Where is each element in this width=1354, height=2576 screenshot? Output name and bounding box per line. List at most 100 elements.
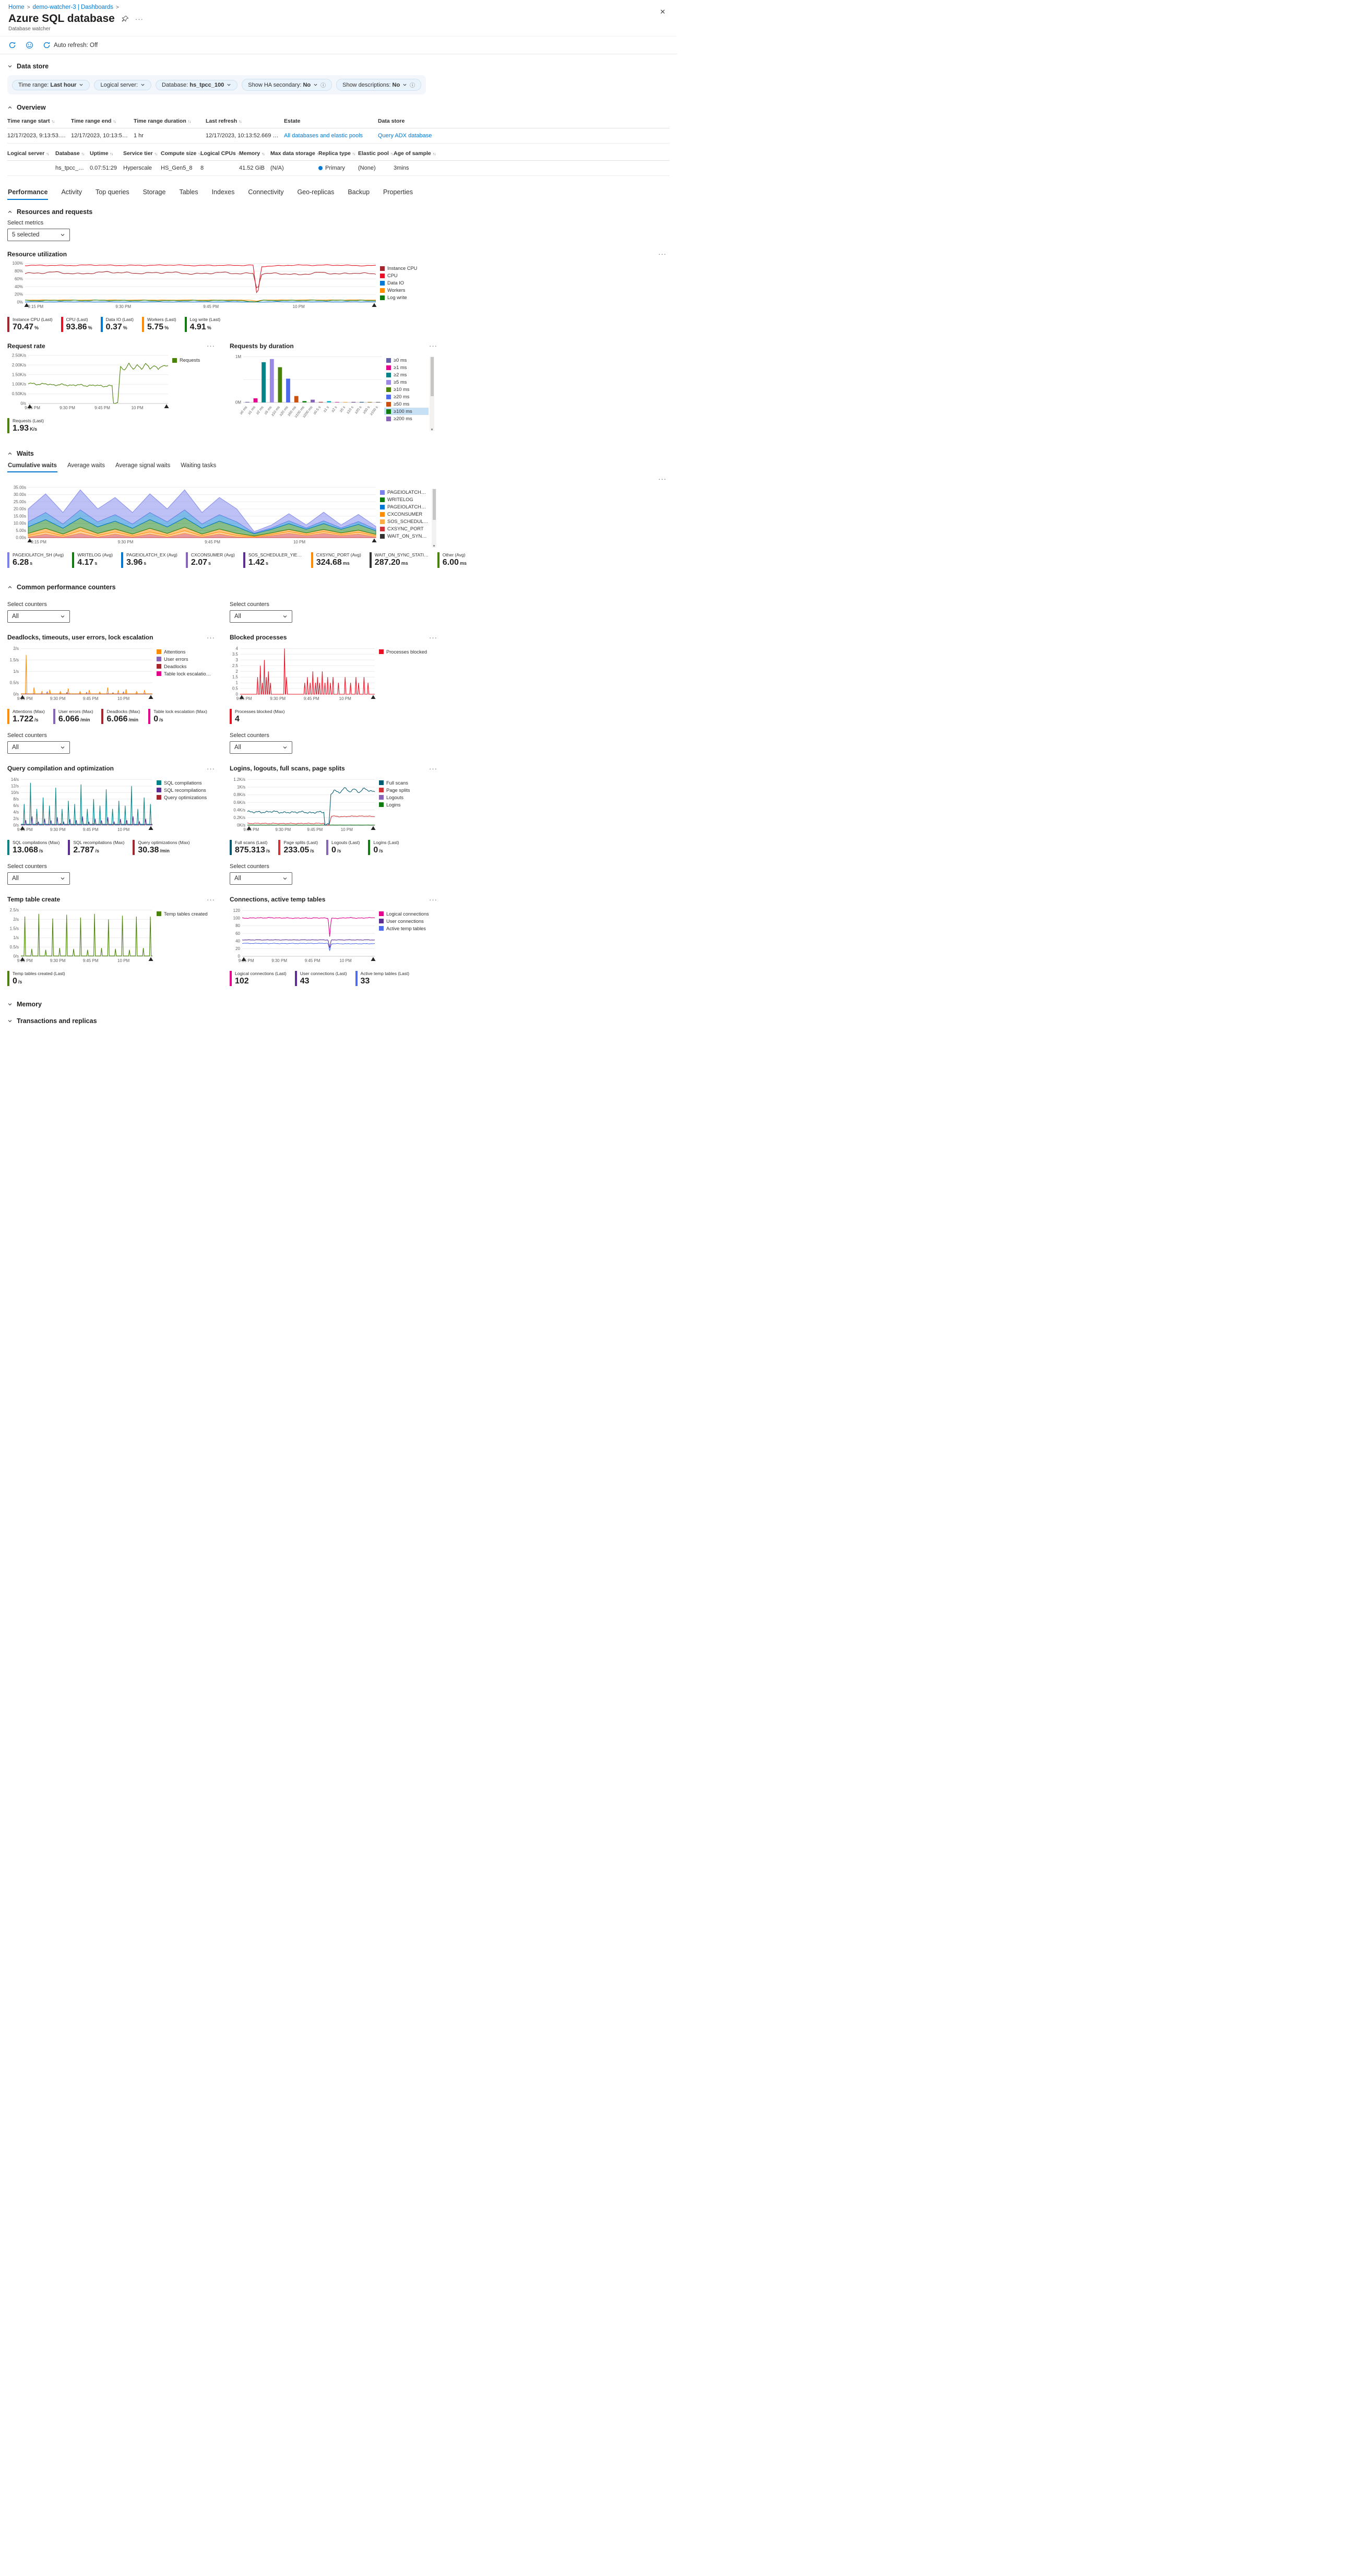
column-header-compute-size[interactable]: Compute size ↑↓ [161, 150, 200, 157]
column-header-logical-cpus[interactable]: Logical CPUs↑↓ [200, 147, 239, 160]
select-counters-dropdown[interactable]: All [7, 610, 70, 623]
legend-item-workers[interactable]: Workers [378, 287, 430, 294]
select-counters-dropdown[interactable]: All [230, 610, 292, 623]
legend-item-temp-tables-created[interactable]: Temp tables created [155, 910, 213, 918]
close-button[interactable]: ✕ [657, 7, 669, 17]
column-header-last-refresh[interactable]: Last refresh ↑↓ [206, 118, 242, 124]
refresh-button[interactable] [8, 41, 16, 49]
select-counters-dropdown[interactable]: All [230, 741, 292, 754]
column-header-data-store[interactable]: Data store [378, 118, 405, 124]
legend-item-cxsync-port[interactable]: CXSYNC_PORT [378, 525, 431, 532]
waits-tab-cumulative-waits[interactable]: Cumulative waits [7, 460, 57, 472]
column-header-time-range-duration[interactable]: Time range duration ↑↓ [134, 118, 191, 124]
column-header-replica-type[interactable]: Replica type ↑↓ [318, 150, 355, 157]
chart-more-button[interactable]: ··· [204, 633, 218, 642]
tab-performance[interactable]: Performance [7, 185, 48, 200]
waits-tab-average-signal-waits[interactable]: Average signal waits [115, 462, 171, 469]
select-counters-dropdown[interactable]: All [230, 872, 292, 885]
legend-item-user-errors[interactable]: User errors [155, 656, 213, 663]
waits-tab-waiting-tasks[interactable]: Waiting tasks [181, 462, 217, 469]
legend-item-pageiolatch-ex[interactable]: PAGEIOLATCH_EX [378, 503, 431, 511]
legend-item-data-io[interactable]: Data IO [378, 279, 430, 287]
legend-item-50-ms[interactable]: ≥50 ms [384, 400, 429, 408]
select-counters-dropdown[interactable]: All [7, 741, 70, 754]
breadcrumb-link[interactable]: Home [8, 4, 25, 10]
tab-geo-replicas[interactable]: Geo-replicas [297, 188, 335, 196]
filter-pill-time-range[interactable]: Time range: Last hour [12, 79, 90, 90]
legend-item-log-write[interactable]: Log write [378, 294, 430, 301]
scrollbar-thumb[interactable] [430, 357, 434, 396]
chart-more-button[interactable]: ··· [655, 474, 670, 483]
section-transactions-header[interactable]: Transactions and replicas [7, 1017, 670, 1025]
chart-more-button[interactable]: ··· [426, 895, 441, 904]
legend-item-query-optimizations[interactable]: Query optimizations [155, 794, 213, 801]
legend-item-0-ms[interactable]: ≥0 ms [384, 357, 429, 364]
chart-more-button[interactable]: ··· [426, 764, 441, 773]
section-counters-header[interactable]: Common performance counters [7, 584, 670, 591]
legend-item-200-ms[interactable]: ≥200 ms [384, 415, 429, 422]
legend-item-20-ms[interactable]: ≥20 ms [384, 393, 429, 400]
column-header-memory[interactable]: Memory ↑↓ [239, 150, 265, 157]
breadcrumb-link[interactable]: demo-watcher-3 | Dashboards [32, 4, 114, 10]
section-resources-header[interactable]: Resources and requests [7, 208, 670, 216]
column-header-time-range-start[interactable]: Time range start ↑↓ [7, 118, 55, 124]
tab-activity[interactable]: Activity [61, 188, 82, 196]
legend-item-user-connections[interactable]: User connections [377, 918, 435, 925]
tab-connectivity[interactable]: Connectivity [248, 188, 284, 196]
section-waits-header[interactable]: Waits [7, 450, 670, 457]
chart-more-button[interactable]: ··· [655, 250, 670, 258]
legend-item-pageiolatch-sh[interactable]: PAGEIOLATCH_SH [378, 489, 431, 496]
tab-top-queries[interactable]: Top queries [96, 188, 129, 196]
column-header-logical-server[interactable]: Logical server ↑↓ [7, 150, 50, 157]
legend-item-sql-compilations[interactable]: SQL compilations [155, 779, 213, 787]
legend-item-active-temp-tables[interactable]: Active temp tables [377, 925, 435, 932]
legend-item-logouts[interactable]: Logouts [377, 794, 435, 801]
legend-item-wait-on-sync[interactable]: WAIT_ON_SYNC... [378, 532, 431, 540]
tab-indexes[interactable]: Indexes [211, 188, 235, 196]
column-header-age-of-sample[interactable]: Age of sample ↑↓ [394, 150, 436, 157]
tab-storage[interactable]: Storage [142, 188, 166, 196]
tab-properties[interactable]: Properties [383, 188, 413, 196]
legend-item-1-ms[interactable]: ≥1 ms [384, 364, 429, 371]
chart-more-button[interactable]: ··· [204, 764, 218, 773]
legend-item-2-ms[interactable]: ≥2 ms [384, 371, 429, 378]
legend-item-writelog[interactable]: WRITELOG [378, 496, 431, 503]
scrollbar-thumb[interactable] [432, 489, 436, 520]
column-header-database[interactable]: Database ↑↓ [55, 150, 85, 157]
pin-icon[interactable] [121, 15, 129, 23]
legend-item-10-ms[interactable]: ≥10 ms [384, 386, 429, 393]
legend-item-deadlocks[interactable]: Deadlocks [155, 663, 213, 670]
legend-item-sos-scheduler[interactable]: SOS_SCHEDULER... [378, 518, 431, 525]
table-link[interactable]: Query ADX database [378, 133, 432, 139]
column-header-uptime[interactable]: Uptime ↑↓ [90, 150, 113, 157]
legend-item-attentions[interactable]: Attentions [155, 648, 213, 656]
legend-scrollbar[interactable]: ▾ [430, 357, 434, 432]
column-header-estate[interactable]: Estate [284, 118, 301, 124]
filter-pill-show-descriptions[interactable]: Show descriptions: No ⓘ [336, 79, 422, 91]
table-link[interactable]: All databases and elastic pools [284, 133, 363, 139]
tab-backup[interactable]: Backup [348, 188, 370, 196]
column-header-elastic-pool[interactable]: Elastic pool ↑↓ [358, 150, 394, 157]
chart-more-button[interactable]: ··· [204, 895, 218, 904]
section-memory-header[interactable]: Memory [7, 1001, 670, 1008]
legend-item-logical-connections[interactable]: Logical connections [377, 910, 435, 918]
waits-tab-average-waits[interactable]: Average waits [67, 462, 105, 469]
section-data-store-header[interactable]: Data store [7, 63, 670, 70]
legend-item-page-splits[interactable]: Page splits [377, 787, 435, 794]
tab-tables[interactable]: Tables [179, 188, 198, 196]
column-header-service-tier[interactable]: Service tier ↑↓ [123, 150, 158, 157]
legend-scrollbar[interactable]: ▾ [432, 489, 436, 548]
select-counters-dropdown[interactable]: All [7, 872, 70, 885]
section-overview-header[interactable]: Overview [7, 104, 670, 111]
legend-item-processes-blocked[interactable]: Processes blocked [377, 648, 435, 656]
legend-item-instance-cpu[interactable]: Instance CPU [378, 265, 430, 272]
legend-item-5-ms[interactable]: ≥5 ms [384, 378, 429, 386]
legend-item-logins[interactable]: Logins [377, 801, 435, 809]
feedback-button[interactable] [26, 41, 33, 49]
legend-item-table-lock-escalations[interactable]: Table lock escalations [155, 670, 213, 678]
page-more-button[interactable]: ··· [135, 15, 144, 23]
auto-refresh-toggle[interactable]: Auto refresh: Off [43, 41, 98, 49]
select-metrics-dropdown[interactable]: 5 selected [7, 229, 70, 241]
filter-pill-logical-server[interactable]: Logical server: [94, 79, 152, 90]
legend-item-cpu[interactable]: CPU [378, 272, 430, 279]
